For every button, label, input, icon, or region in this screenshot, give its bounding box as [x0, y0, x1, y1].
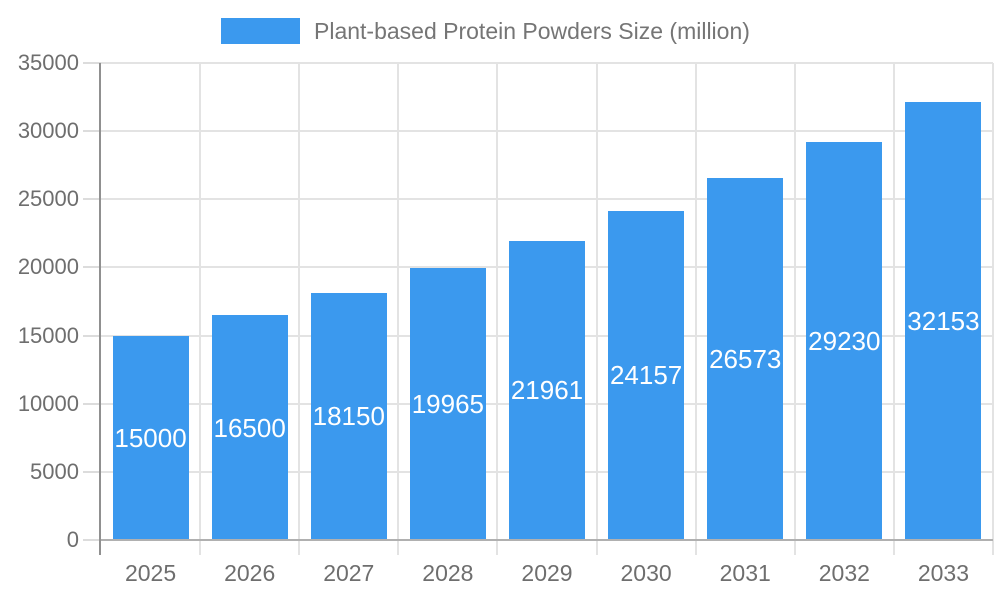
gridline-horizontal	[101, 130, 993, 133]
bar	[806, 141, 883, 540]
y-axis-label: 35000	[17, 50, 79, 75]
legend-label: Plant-based Protein Powders Size (millio…	[314, 18, 750, 44]
x-axis-label: 2032	[818, 560, 870, 586]
x-axis-label: 2028	[422, 560, 474, 586]
y-axis-tick	[83, 334, 101, 337]
bar-value-label: 29230	[808, 325, 881, 356]
gridline-vertical	[496, 63, 499, 555]
y-axis-tick	[83, 470, 101, 473]
y-axis-tick	[83, 402, 101, 405]
bar	[310, 292, 387, 540]
y-axis-label: 0	[66, 527, 79, 552]
bar	[608, 210, 685, 540]
y-axis-label: 15000	[17, 322, 79, 348]
bar-value-label: 19965	[411, 388, 485, 419]
gridline-vertical	[397, 63, 400, 555]
x-axis-label: 2031	[719, 560, 771, 586]
x-axis-label: 2030	[620, 560, 672, 586]
bar-value-label: 15000	[114, 422, 187, 453]
x-axis-label: 2027	[323, 560, 375, 586]
y-axis-label: 5000	[30, 458, 79, 484]
x-axis-label: 2025	[124, 560, 177, 586]
bar	[211, 315, 288, 540]
gridline-vertical	[892, 63, 895, 555]
x-axis-label: 2026	[224, 560, 276, 586]
bar	[707, 177, 784, 540]
bar	[409, 267, 486, 540]
bar	[905, 101, 982, 540]
x-axis-baseline	[101, 539, 993, 541]
bar-value-label: 16500	[213, 412, 286, 443]
gridline-vertical	[298, 63, 301, 555]
gridline-horizontal	[101, 62, 993, 64]
y-axis-line	[99, 63, 101, 555]
chart-legend: Plant-based Protein Powders Size (millio…	[221, 17, 750, 45]
gridline-vertical	[793, 63, 796, 555]
gridline-vertical	[992, 63, 994, 555]
y-axis-label: 20000	[17, 254, 79, 280]
legend-swatch	[221, 18, 300, 44]
x-axis-label: 2029	[521, 560, 573, 586]
y-axis-label: 10000	[17, 390, 79, 416]
y-axis-label: 30000	[17, 118, 79, 144]
y-axis-label: 25000	[17, 186, 79, 212]
bar-value-label: 24157	[609, 360, 683, 391]
gridline-horizontal	[101, 198, 993, 201]
bar-value-label: 26573	[709, 343, 782, 374]
y-axis-tick	[83, 130, 101, 133]
y-axis-tick	[83, 539, 101, 541]
y-axis-tick	[83, 198, 101, 201]
bar-value-label: 21961	[510, 375, 584, 406]
gridline-vertical	[199, 63, 202, 555]
gridline-vertical	[694, 63, 697, 555]
y-axis-tick	[83, 62, 101, 64]
bar	[509, 240, 585, 540]
bar	[112, 335, 189, 540]
y-axis-tick	[83, 266, 101, 269]
gridline-vertical	[595, 63, 598, 555]
x-axis-label: 2033	[917, 560, 970, 586]
bar-value-label: 32153	[907, 305, 980, 336]
bar-value-label: 18150	[312, 401, 385, 432]
